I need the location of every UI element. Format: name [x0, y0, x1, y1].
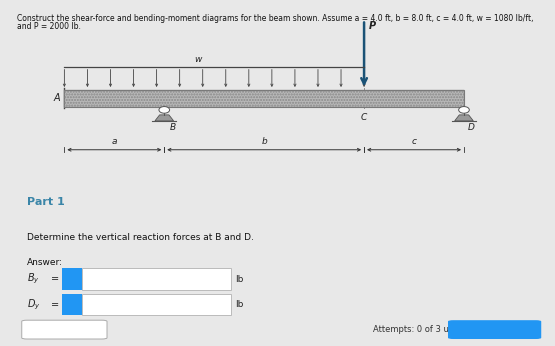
Text: D: D: [468, 123, 475, 132]
Text: Submit Answer: Submit Answer: [465, 327, 525, 333]
Text: Save for Later: Save for Later: [37, 325, 92, 334]
Text: =: =: [51, 274, 59, 284]
Text: b: b: [261, 137, 267, 146]
Text: $D_y$: $D_y$: [27, 298, 41, 312]
Text: =: =: [51, 300, 59, 310]
Polygon shape: [155, 115, 174, 121]
Bar: [64, 90, 464, 107]
Polygon shape: [455, 115, 473, 121]
Text: w: w: [195, 55, 202, 64]
Text: c: c: [411, 137, 417, 146]
Bar: [82, 294, 231, 316]
FancyBboxPatch shape: [62, 294, 82, 316]
Text: lb: lb: [235, 274, 243, 283]
Circle shape: [458, 107, 470, 113]
Text: $B_y$: $B_y$: [27, 272, 40, 286]
Text: i: i: [70, 274, 73, 283]
Circle shape: [159, 107, 170, 113]
Text: P: P: [369, 21, 376, 31]
Text: Determine the vertical reaction forces at B and D.: Determine the vertical reaction forces a…: [27, 233, 254, 242]
Text: B: B: [170, 123, 176, 132]
Text: and P = 2000 lb.: and P = 2000 lb.: [18, 22, 82, 31]
Text: Attempts: 0 of 3 used: Attempts: 0 of 3 used: [374, 325, 465, 334]
Text: Construct the shear-force and bending-moment diagrams for the beam shown. Assume: Construct the shear-force and bending-mo…: [18, 13, 534, 22]
Text: lb: lb: [235, 300, 243, 309]
Bar: [82, 268, 231, 290]
Text: i: i: [70, 300, 73, 309]
Text: a: a: [112, 137, 117, 146]
Text: C: C: [361, 113, 367, 122]
FancyBboxPatch shape: [448, 320, 541, 339]
Text: Answer:: Answer:: [27, 258, 63, 267]
FancyBboxPatch shape: [22, 320, 107, 339]
Text: A: A: [53, 93, 60, 103]
FancyBboxPatch shape: [62, 268, 82, 290]
Bar: [64, 90, 464, 107]
Text: Part 1: Part 1: [27, 198, 65, 207]
